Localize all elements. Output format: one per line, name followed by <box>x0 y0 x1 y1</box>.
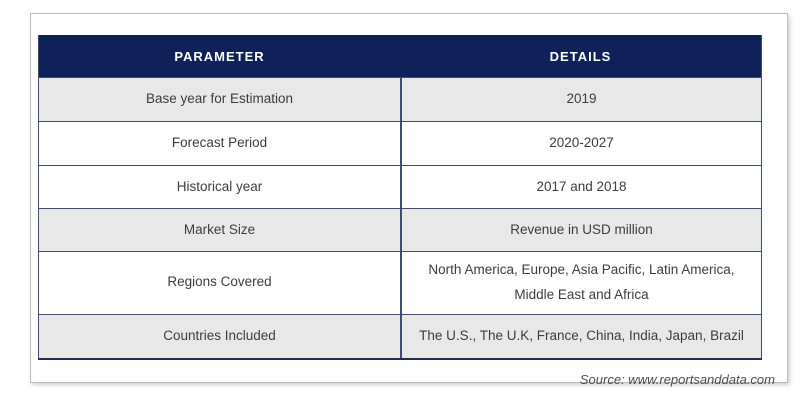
table-row: Base year for Estimation 2019 <box>39 77 761 121</box>
cell-parameter: Countries Included <box>163 327 276 343</box>
cell-parameter: Forecast Period <box>171 135 268 151</box>
source-attribution: Source: www.reportsanddata.com <box>579 372 775 387</box>
report-scope-card: PARAMETER DETAILS Base year for Estimati… <box>30 13 788 387</box>
table-row: Forecast Period 2020-2027 <box>39 121 761 165</box>
table-header-row: PARAMETER DETAILS <box>39 35 761 77</box>
cell-parameter: Regions Covered <box>167 274 272 290</box>
cell-details: 2019 <box>400 78 761 121</box>
cell-details: 2020-2027 <box>400 122 761 165</box>
cell-parameter: Historical year <box>176 178 263 194</box>
header-cell-parameter: PARAMETER <box>174 48 265 64</box>
table-row: Countries Included The U.S., The U.K, Fr… <box>39 313 761 358</box>
header-cell-details: DETAILS <box>549 48 612 64</box>
cell-parameter: Base year for Estimation <box>145 91 294 107</box>
cell-details: The U.S., The U.K, France, China, India,… <box>400 314 761 358</box>
cell-details: North America, Europe, Asia Pacific, Lat… <box>400 252 761 314</box>
report-scope-table: PARAMETER DETAILS Base year for Estimati… <box>38 35 762 360</box>
cell-parameter: Market Size <box>183 221 256 237</box>
table-row: Historical year 2017 and 2018 <box>39 165 761 208</box>
cell-details: Revenue in USD million <box>400 209 761 251</box>
table-row: Regions Covered North America, Europe, A… <box>39 251 761 314</box>
cell-details: 2017 and 2018 <box>400 166 761 208</box>
table-row: Market Size Revenue in USD million <box>39 208 761 251</box>
